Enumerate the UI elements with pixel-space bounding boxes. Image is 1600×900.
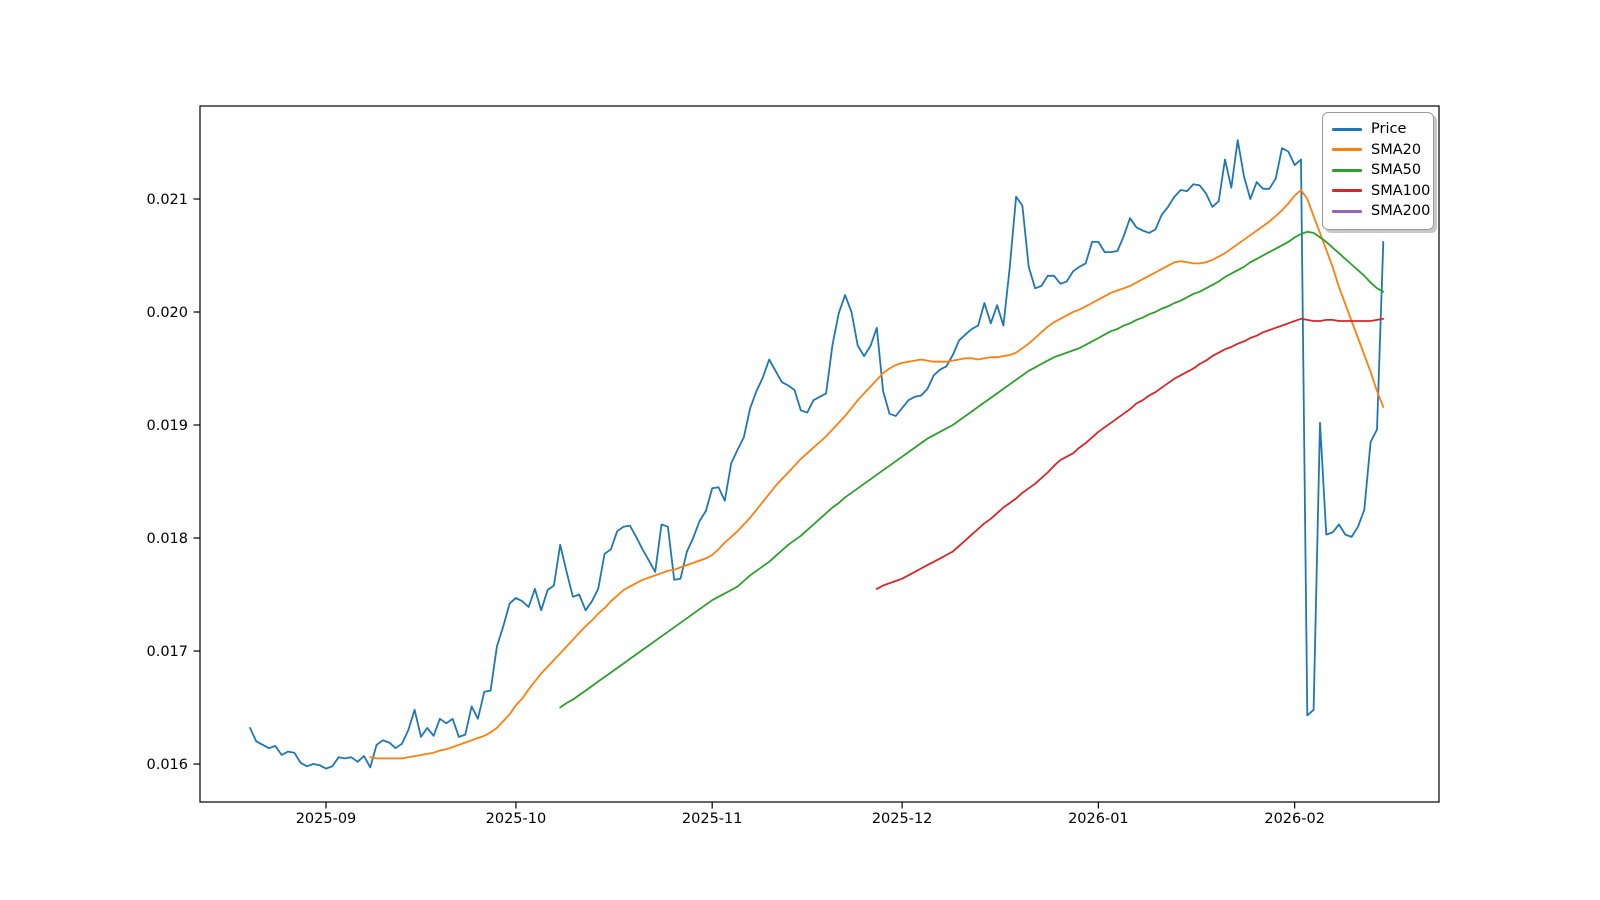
legend-label: SMA200	[1371, 203, 1431, 219]
sma200-line-swatch	[1332, 209, 1362, 213]
y-tick-label: 0.016	[146, 757, 188, 773]
legend-label: SMA50	[1371, 162, 1422, 178]
legend-item-sma50: SMA50	[1332, 160, 1424, 181]
legend-item-price: Price	[1332, 119, 1424, 140]
legend-item-sma100: SMA100	[1332, 181, 1430, 202]
legend-label: Price	[1371, 121, 1407, 137]
legend-label: SMA20	[1371, 141, 1422, 158]
x-tick-label: 2025-11	[682, 811, 743, 827]
y-tick-label: 0.017	[146, 644, 188, 660]
x-tick-label: 2026-02	[1264, 811, 1325, 827]
y-tick-label: 0.019	[146, 418, 188, 434]
sma50-line	[559, 230, 1385, 709]
price-line	[249, 139, 1385, 770]
legend: Price SMA20 SMA50 SMA100 SMA200	[1322, 112, 1434, 230]
sma100-line-swatch	[1332, 189, 1362, 193]
legend-item-sma200: SMA200	[1332, 201, 1430, 222]
x-tick-label: 2025-09	[296, 811, 357, 827]
price-line-swatch	[1332, 127, 1362, 131]
y-tick-label: 0.018	[146, 531, 188, 547]
legend-item-sma20: SMA20	[1332, 140, 1424, 161]
sma50-line-swatch	[1332, 168, 1362, 172]
sma20-line-swatch	[1332, 148, 1362, 152]
sma20-line	[369, 189, 1385, 760]
legend-label: SMA100	[1371, 182, 1431, 199]
x-tick-label: 2025-10	[486, 811, 547, 827]
x-tick-label: 2025-12	[872, 811, 933, 827]
sma100-line	[875, 317, 1385, 590]
y-tick-label: 0.021	[146, 192, 188, 208]
plot-border	[199, 105, 1440, 803]
y-tick-label: 0.020	[146, 305, 188, 321]
x-tick-label: 2026-01	[1068, 811, 1129, 827]
